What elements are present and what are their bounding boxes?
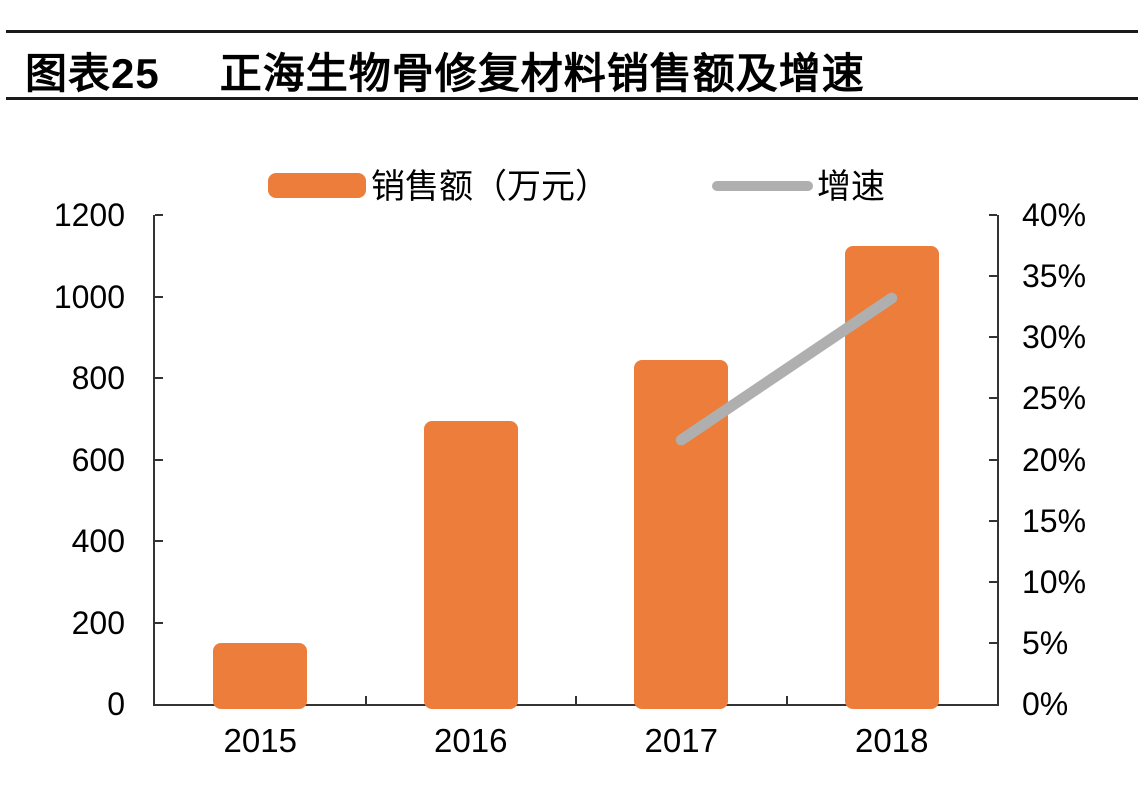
x-category-label: 2016: [434, 722, 508, 759]
y-left-tick-label: 1000: [53, 278, 125, 315]
y-right-tick: [989, 275, 997, 278]
x-category-label: 2017: [644, 722, 718, 759]
y-right-tick-label: 35%: [1022, 258, 1087, 295]
y-axis-left: [153, 215, 155, 706]
y-right-tick: [989, 458, 997, 461]
y-right-tick-label: 0%: [1022, 686, 1069, 722]
y-right-tick-label: 10%: [1022, 563, 1087, 600]
y-left-tick: [155, 621, 163, 624]
x-axis: [153, 704, 999, 706]
y-left-tick-label: 0: [107, 686, 125, 722]
y-right-tick: [989, 519, 997, 522]
growth-legend-line: [712, 181, 813, 191]
sales-bar-2018: [844, 245, 939, 709]
y-right-tick-label: 15%: [1022, 502, 1087, 539]
y-right-tick: [989, 336, 997, 339]
sales-legend-label: 销售额（万元）: [371, 168, 609, 206]
sales-legend-swatch: [268, 173, 366, 198]
y-right-tick: [989, 397, 997, 400]
sales-bar-2016: [423, 420, 518, 709]
figure-title-text: 正海生物骨修复材料销售额及增速: [219, 50, 865, 97]
sales-bar-2015: [213, 642, 308, 709]
y-axis-right: [997, 215, 999, 706]
growth-legend-label: 增速: [817, 168, 885, 206]
y-right-tick-label: 20%: [1022, 441, 1087, 478]
y-left-tick: [155, 377, 163, 379]
x-axis-tick: [785, 696, 788, 704]
y-left-tick: [155, 295, 163, 298]
y-left-tick-label: 800: [71, 360, 125, 396]
figure-title: 图表25 正海生物骨修复材料销售额及增速: [25, 40, 865, 101]
chart-legend: 销售额（万元） 增速: [0, 168, 1144, 208]
title-bottom-rule: [6, 97, 1138, 100]
y-right-tick: [989, 214, 997, 216]
y-left-tick-label: 1200: [53, 197, 125, 233]
y-left-tick-label: 400: [71, 523, 125, 559]
y-left-tick-label: 200: [71, 604, 125, 641]
y-right-tick-label: 30%: [1022, 319, 1087, 356]
x-category-label: 2018: [855, 722, 929, 759]
y-right-tick: [989, 580, 997, 583]
title-top-rule: [6, 30, 1138, 33]
figure-label: 图表25: [25, 50, 160, 97]
x-category-label: 2015: [223, 722, 297, 759]
x-axis-tick: [575, 696, 577, 704]
y-right-tick-label: 5%: [1022, 624, 1069, 661]
y-right-tick: [989, 641, 997, 644]
y-right-tick-label: 25%: [1022, 380, 1087, 417]
x-axis-tick: [364, 696, 367, 704]
y-right-tick-label: 40%: [1022, 197, 1087, 233]
y-left-tick: [155, 214, 163, 216]
y-left-tick: [155, 458, 163, 461]
sales-bar-2017: [634, 359, 729, 709]
y-left-tick: [155, 540, 163, 542]
y-left-tick-label: 600: [71, 441, 125, 478]
